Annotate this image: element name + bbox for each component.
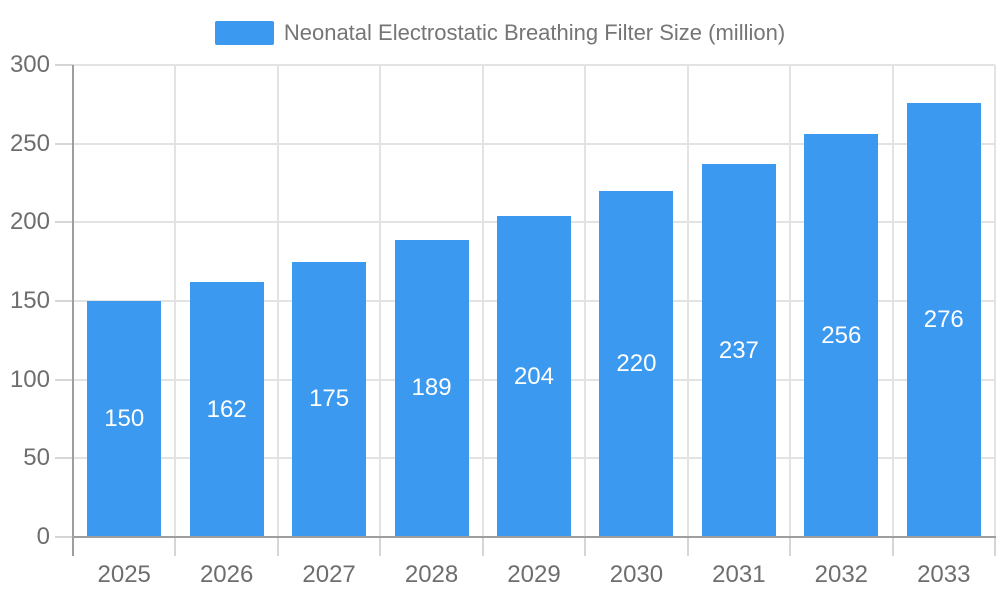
bar[interactable]	[189, 282, 264, 537]
x-axis-tick	[686, 537, 689, 556]
y-axis-tick	[55, 378, 73, 381]
gridline-vertical	[789, 65, 792, 537]
x-axis-label: 2027	[302, 561, 356, 588]
bar[interactable]	[497, 216, 571, 537]
gridline-vertical	[891, 65, 894, 537]
x-axis-line	[72, 536, 996, 538]
y-axis-tick	[55, 300, 73, 302]
y-axis-label: 150	[9, 287, 50, 314]
bar[interactable]	[804, 134, 879, 537]
gridline-vertical	[276, 65, 279, 537]
y-axis-tick	[55, 536, 73, 538]
gridline-horizontal	[73, 64, 995, 66]
bar[interactable]	[599, 190, 674, 537]
gridline-vertical	[686, 65, 689, 537]
y-axis-label: 200	[9, 208, 50, 236]
x-axis-tick	[481, 537, 484, 556]
y-axis-tick	[55, 457, 73, 460]
gridline-vertical	[584, 65, 587, 537]
x-axis-label: 2031	[712, 561, 766, 588]
x-axis-tick	[891, 537, 894, 556]
x-axis-tick	[994, 537, 996, 556]
legend-item[interactable]: Neonatal Electrostatic Breathing Filter …	[0, 18, 1000, 48]
x-axis-tick	[276, 537, 279, 556]
x-axis-label: 2029	[507, 561, 561, 588]
y-axis-label: 250	[9, 129, 50, 157]
x-axis-tick	[584, 537, 587, 556]
legend-label: Neonatal Electrostatic Breathing Filter …	[283, 20, 786, 45]
x-axis-tick	[174, 537, 177, 556]
gridline-vertical	[174, 65, 177, 537]
x-axis-label: 2028	[404, 561, 459, 588]
y-axis-label: 300	[9, 51, 50, 78]
bar[interactable]	[701, 164, 776, 537]
x-axis-label: 2033	[917, 561, 971, 588]
legend-marker-icon	[214, 21, 274, 45]
bar[interactable]	[87, 301, 162, 537]
gridline-vertical	[481, 65, 484, 537]
y-axis-line	[72, 65, 74, 556]
gridline-vertical	[994, 65, 996, 537]
y-axis-label: 0	[36, 523, 50, 550]
y-axis-tick	[55, 142, 73, 145]
x-axis-label: 2026	[199, 561, 254, 588]
y-axis-tick	[55, 64, 73, 66]
gridline-horizontal	[73, 142, 995, 145]
x-axis-label: 2030	[609, 561, 664, 588]
bar[interactable]	[906, 102, 981, 537]
y-axis-label: 50	[23, 444, 50, 472]
gridline-vertical	[379, 65, 382, 537]
y-axis-tick	[55, 221, 73, 224]
y-axis-label: 100	[9, 365, 50, 393]
x-axis-label: 2032	[814, 561, 869, 588]
x-axis-tick	[379, 537, 382, 556]
x-axis-tick	[789, 537, 792, 556]
x-axis-label: 2025	[97, 561, 151, 588]
bar[interactable]	[292, 261, 367, 537]
bar[interactable]	[394, 239, 469, 537]
